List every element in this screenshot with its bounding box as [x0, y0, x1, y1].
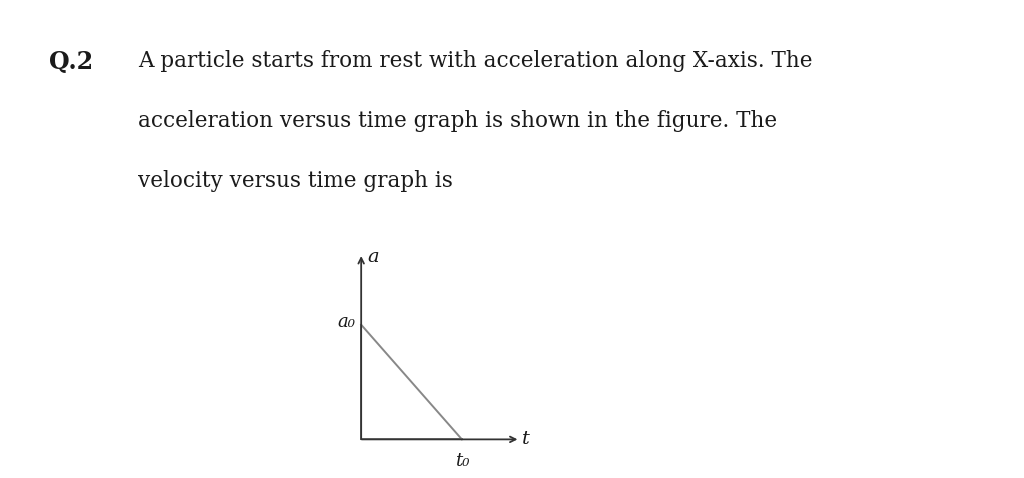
- Text: t: t: [522, 430, 530, 448]
- Text: acceleration versus time graph is shown in the figure. The: acceleration versus time graph is shown …: [138, 110, 777, 132]
- Text: Q.2: Q.2: [49, 50, 93, 74]
- Text: A particle starts from rest with acceleration along X-axis. The: A particle starts from rest with acceler…: [138, 50, 813, 72]
- Text: a₀: a₀: [337, 313, 355, 331]
- Text: t₀: t₀: [455, 452, 469, 469]
- Text: a: a: [368, 248, 379, 266]
- Text: velocity versus time graph is: velocity versus time graph is: [138, 170, 453, 192]
